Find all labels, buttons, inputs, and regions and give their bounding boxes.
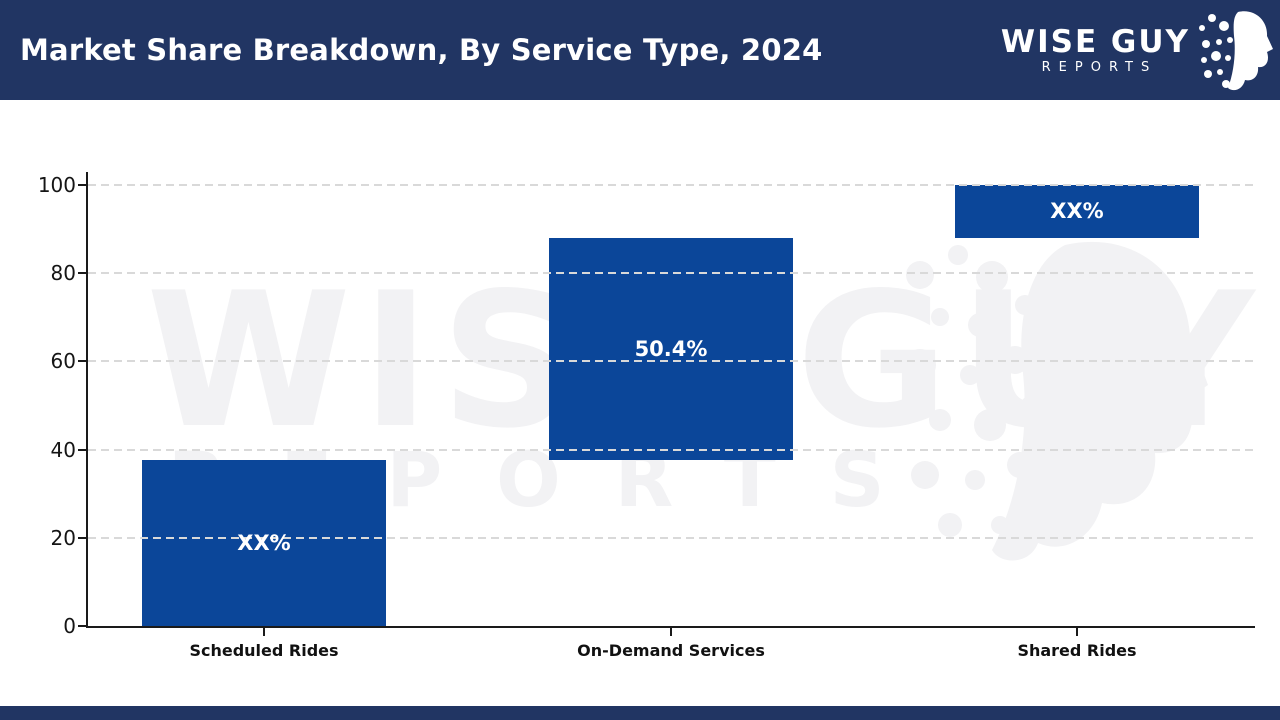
x-category-label: On-Demand Services <box>577 641 765 660</box>
y-tick-mark <box>78 536 86 539</box>
bar-value-label: XX% <box>237 531 291 556</box>
y-tick-label: 80 <box>50 261 76 286</box>
y-tick-label: 20 <box>50 525 76 550</box>
bar-on-demand-services <box>549 237 793 461</box>
wiseguy-logo: WISE GUY REPORTS <box>1001 4 1274 96</box>
y-tick-label: 0 <box>63 614 76 638</box>
gridline-y80 <box>88 272 1255 275</box>
y-tick-mark <box>78 272 86 275</box>
y-tick-label: 100 <box>37 173 76 197</box>
bar-shared-rides <box>955 185 1199 238</box>
x-tick-mark <box>1076 628 1078 636</box>
y-tick-mark <box>78 184 86 186</box>
logo-subtext: REPORTS <box>1041 60 1158 75</box>
wiseguy-face-icon <box>1199 11 1273 91</box>
gridline-y20 <box>88 536 1255 539</box>
bar-scheduled-rides <box>142 460 386 626</box>
y-axis-line <box>86 172 88 628</box>
x-axis-line <box>86 626 1255 628</box>
logo-text: WISE GUY REPORTS <box>1001 25 1190 75</box>
x-category-label: Scheduled Rides <box>189 641 339 660</box>
y-tick-mark <box>78 625 86 627</box>
y-tick-label: 60 <box>50 349 76 374</box>
x-tick-mark <box>670 628 672 636</box>
x-category-label: Shared Rides <box>1017 641 1137 660</box>
y-tick-mark <box>78 448 86 451</box>
bar-value-label: 50.4% <box>634 337 708 362</box>
header-bar: Market Share Breakdown, By Service Type,… <box>0 0 1280 100</box>
x-tick-mark <box>263 628 265 636</box>
bar-value-label: XX% <box>1050 199 1104 224</box>
y-tick-label: 40 <box>50 437 76 462</box>
gridline-y60 <box>88 360 1255 363</box>
y-tick-mark <box>78 360 86 363</box>
logo-wordmark: WISE GUY <box>1000 24 1190 60</box>
page-title: Market Share Breakdown, By Service Type,… <box>20 33 823 67</box>
gridline-y100 <box>88 184 1255 186</box>
gridline-y40 <box>88 448 1255 451</box>
footer-bar <box>0 706 1280 720</box>
